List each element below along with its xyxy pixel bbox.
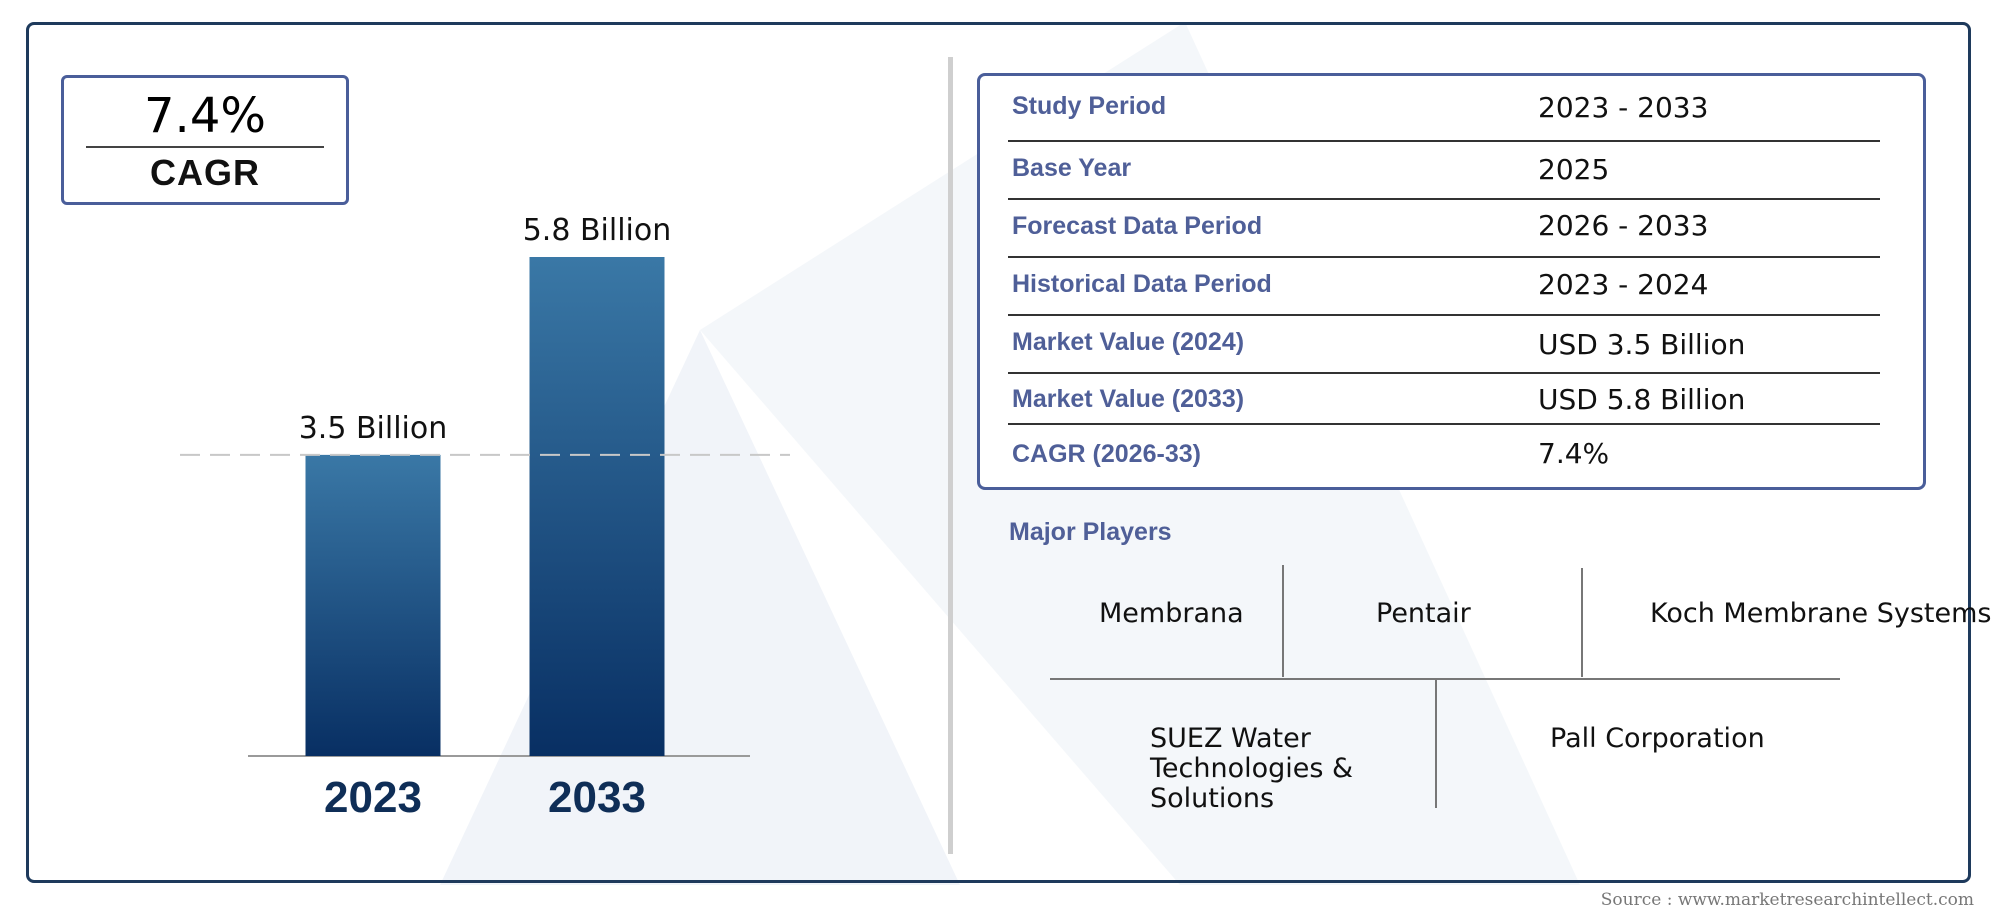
category-label: 2033 (548, 773, 646, 822)
info-label: CAGR (2026-33) (1012, 440, 1201, 468)
bar-data-label: 5.8 Billion (523, 213, 672, 248)
market-info-table: Study Period 2023 - 2033 Base Year 2025 … (977, 73, 1926, 490)
player-suez-line: Technologies & (1150, 753, 1354, 784)
major-players-title: Major Players (1009, 518, 1172, 546)
info-value: 7.4% (1538, 437, 1610, 470)
player-suez: SUEZ Water Technologies & Solutions (1150, 724, 1353, 814)
player-divider (1282, 565, 1284, 677)
info-label: Forecast Data Period (1012, 212, 1263, 240)
player-suez-line: SUEZ Water (1150, 723, 1311, 754)
cagr-box: 7.4% CAGR (61, 75, 349, 205)
info-label: Study Period (1012, 92, 1167, 120)
bar-2023 (305, 454, 441, 756)
player-membrana: Membrana (1099, 598, 1244, 629)
player-divider (1435, 680, 1437, 808)
source-credit: Source : www.marketresearchintellect.com (1600, 890, 1974, 910)
info-value: USD 5.8 Billion (1538, 383, 1746, 416)
info-row: Historical Data Period 2023 - 2024 (1008, 258, 1880, 316)
info-value: USD 3.5 Billion (1538, 328, 1746, 361)
info-row: Market Value (2024) USD 3.5 Billion (1008, 316, 1880, 374)
player-pall: Pall Corporation (1550, 723, 1765, 754)
info-value: 2023 - 2024 (1538, 268, 1709, 301)
player-suez-line: Solutions (1150, 783, 1275, 814)
cagr-label: CAGR (150, 152, 260, 193)
info-row: CAGR (2026-33) 7.4% (1008, 425, 1880, 485)
info-label: Market Value (2024) (1012, 328, 1245, 356)
bar-chart: 3.5 Billion 2023 5.8 Billion 2033 (180, 213, 790, 822)
info-label: Base Year (1012, 154, 1132, 182)
player-pentair: Pentair (1376, 598, 1471, 629)
bar-2033 (529, 257, 665, 756)
player-divider (1581, 568, 1583, 677)
info-row: Base Year 2025 (1008, 142, 1880, 200)
player-koch: Koch Membrane Systems (1650, 598, 1992, 629)
info-row: Study Period 2023 - 2033 (1008, 76, 1880, 142)
cagr-divider (86, 146, 324, 148)
vertical-divider (948, 57, 953, 854)
info-value: 2025 (1538, 153, 1610, 186)
bar-data-label: 3.5 Billion (299, 411, 448, 446)
outer-frame (26, 22, 1971, 883)
category-label: 2023 (324, 773, 422, 822)
cagr-value: 7.4% (144, 88, 266, 144)
info-value: 2023 - 2033 (1538, 91, 1709, 124)
player-divider (1050, 678, 1840, 680)
info-row: Forecast Data Period 2026 - 2033 (1008, 200, 1880, 258)
info-row: Market Value (2033) USD 5.8 Billion (1008, 374, 1880, 425)
info-value: 2026 - 2033 (1538, 209, 1709, 242)
info-label: Historical Data Period (1012, 270, 1272, 298)
info-label: Market Value (2033) (1012, 385, 1245, 413)
